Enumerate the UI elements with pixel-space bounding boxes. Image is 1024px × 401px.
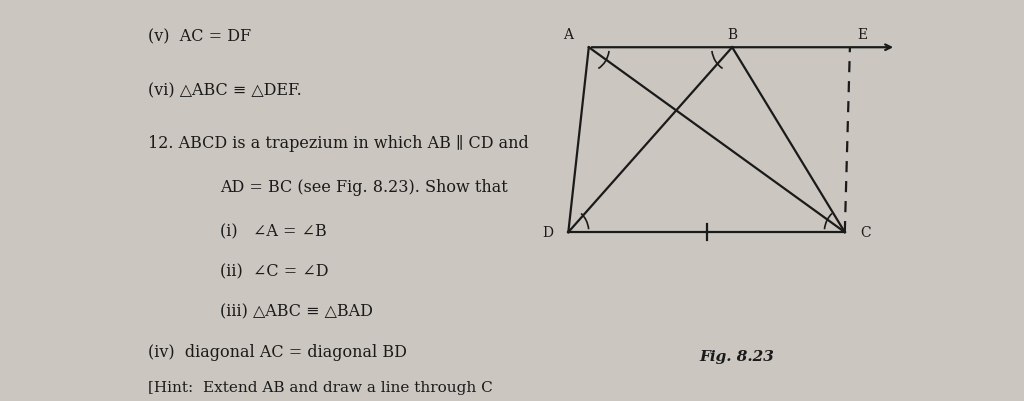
Text: (i)   ∠A = ∠B: (i) ∠A = ∠B xyxy=(220,223,327,239)
Text: (v)  AC = DF: (v) AC = DF xyxy=(148,28,252,45)
Text: E: E xyxy=(857,28,867,42)
Text: C: C xyxy=(860,226,870,239)
Text: Fig. 8.23: Fig. 8.23 xyxy=(699,349,775,363)
Text: A: A xyxy=(563,28,573,42)
Text: (iii) △ABC ≡ △BAD: (iii) △ABC ≡ △BAD xyxy=(220,303,373,320)
Text: B: B xyxy=(727,28,737,42)
Text: 12. ABCD is a trapezium in which AB ∥ CD and: 12. ABCD is a trapezium in which AB ∥ CD… xyxy=(148,134,529,151)
Text: (iv)  diagonal AC = diagonal BD: (iv) diagonal AC = diagonal BD xyxy=(148,343,408,360)
Text: [Hint:  Extend AB and draw a line through C: [Hint: Extend AB and draw a line through… xyxy=(148,380,494,394)
Text: (vi) △ABC ≡ △DEF.: (vi) △ABC ≡ △DEF. xyxy=(148,82,302,99)
Text: D: D xyxy=(542,226,553,239)
Text: (ii)  ∠C = ∠D: (ii) ∠C = ∠D xyxy=(220,263,329,279)
Text: AD = BC (see Fig. 8.23). Show that: AD = BC (see Fig. 8.23). Show that xyxy=(220,178,508,195)
